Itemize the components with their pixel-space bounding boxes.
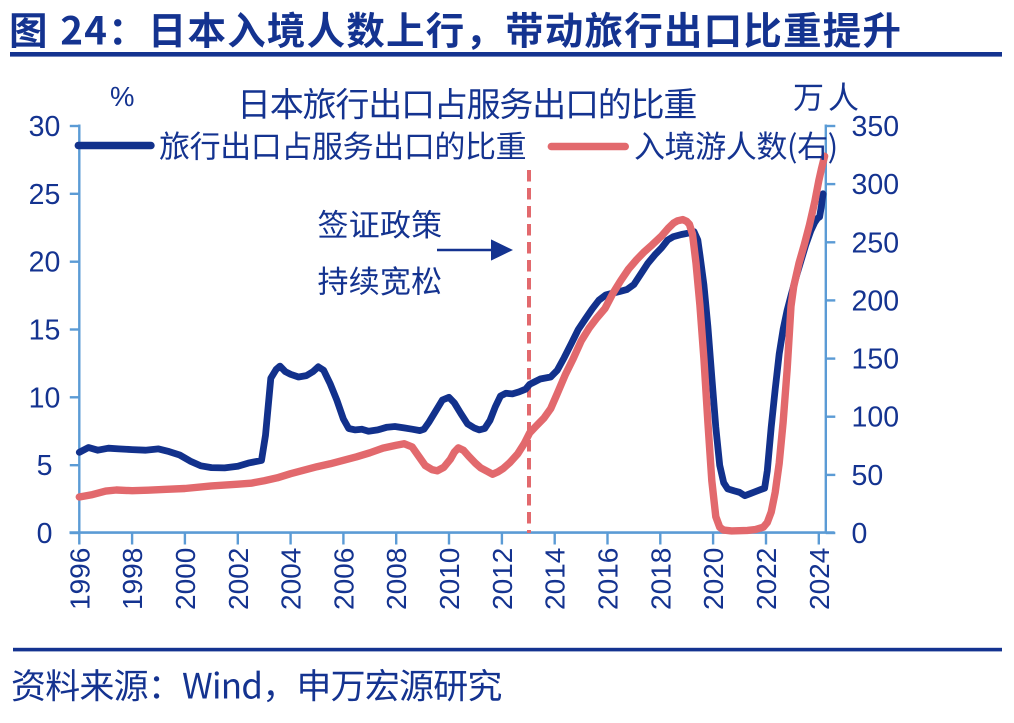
svg-text:2014: 2014 bbox=[540, 548, 571, 610]
svg-text:100: 100 bbox=[852, 402, 900, 434]
svg-text:%: % bbox=[110, 81, 134, 112]
svg-text:0: 0 bbox=[37, 518, 53, 550]
svg-text:2002: 2002 bbox=[223, 548, 254, 610]
svg-text:0: 0 bbox=[852, 518, 868, 550]
svg-text:2024: 2024 bbox=[804, 548, 835, 610]
svg-text:2000: 2000 bbox=[170, 548, 201, 610]
svg-text:10: 10 bbox=[29, 382, 61, 414]
svg-text:2022: 2022 bbox=[751, 548, 782, 610]
svg-text:2010: 2010 bbox=[434, 548, 465, 610]
svg-text:2016: 2016 bbox=[593, 548, 624, 610]
svg-text:1998: 1998 bbox=[117, 548, 148, 610]
svg-text:200: 200 bbox=[852, 285, 900, 317]
svg-text:300: 300 bbox=[852, 169, 900, 201]
svg-text:350: 350 bbox=[852, 111, 900, 143]
svg-text:250: 250 bbox=[852, 227, 900, 259]
svg-text:2018: 2018 bbox=[645, 548, 676, 610]
svg-text:150: 150 bbox=[852, 344, 900, 376]
svg-text:2008: 2008 bbox=[381, 548, 412, 610]
svg-text:20: 20 bbox=[29, 247, 61, 279]
svg-text:30: 30 bbox=[29, 111, 61, 143]
svg-text:2020: 2020 bbox=[698, 548, 729, 610]
svg-text:25: 25 bbox=[29, 179, 61, 211]
svg-text:50: 50 bbox=[852, 460, 884, 492]
svg-text:2004: 2004 bbox=[276, 548, 307, 610]
svg-text:15: 15 bbox=[29, 315, 61, 347]
svg-text:5: 5 bbox=[37, 450, 53, 482]
svg-text:2006: 2006 bbox=[328, 548, 359, 610]
svg-text:2012: 2012 bbox=[487, 548, 518, 610]
svg-text:1996: 1996 bbox=[64, 548, 95, 610]
